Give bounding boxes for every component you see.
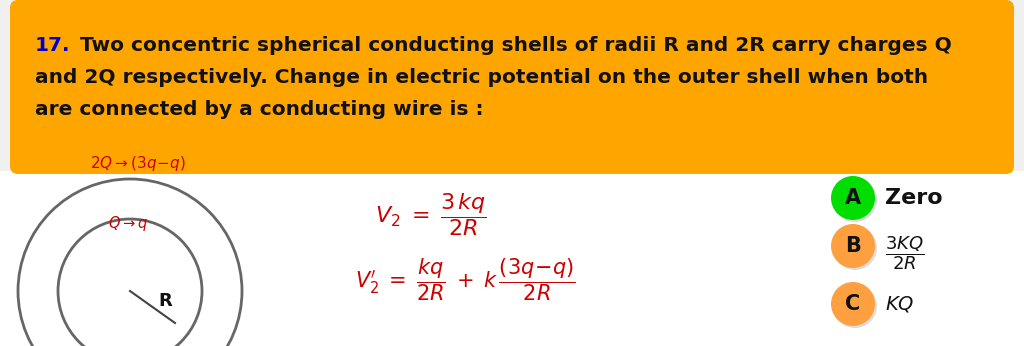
- Text: and 2Q respectively. Change in electric potential on the outer shell when both: and 2Q respectively. Change in electric …: [35, 68, 928, 87]
- Text: Zero: Zero: [885, 188, 943, 208]
- Text: A: A: [845, 188, 861, 208]
- FancyBboxPatch shape: [0, 171, 1024, 346]
- Text: Two concentric spherical conducting shells of radii R and 2R carry charges Q: Two concentric spherical conducting shel…: [73, 36, 951, 55]
- Text: $KQ$: $KQ$: [885, 294, 914, 314]
- Text: are connected by a conducting wire is :: are connected by a conducting wire is :: [35, 100, 483, 119]
- FancyBboxPatch shape: [10, 0, 1014, 174]
- Text: B: B: [845, 236, 861, 256]
- Text: $2Q \rightarrow (3q\!-\!q)$: $2Q \rightarrow (3q\!-\!q)$: [90, 154, 185, 173]
- Circle shape: [833, 178, 877, 222]
- Text: 17.: 17.: [35, 36, 71, 55]
- Circle shape: [831, 224, 874, 268]
- Text: $Q \rightarrow q$: $Q \rightarrow q$: [108, 214, 148, 233]
- Text: C: C: [846, 294, 860, 314]
- Text: $V_2\;=\;\dfrac{3\,kq}{2R}$: $V_2\;=\;\dfrac{3\,kq}{2R}$: [375, 191, 486, 238]
- Text: $\dfrac{3KQ}{2R}$: $\dfrac{3KQ}{2R}$: [885, 234, 925, 272]
- Circle shape: [833, 226, 877, 270]
- Circle shape: [831, 176, 874, 220]
- Circle shape: [831, 282, 874, 326]
- Circle shape: [833, 284, 877, 328]
- Text: R: R: [158, 292, 172, 310]
- Text: $V_2'\;=\;\dfrac{kq}{2R}\;+\;k\,\dfrac{(3q\!-\!q)}{2R}$: $V_2'\;=\;\dfrac{kq}{2R}\;+\;k\,\dfrac{(…: [355, 256, 575, 302]
